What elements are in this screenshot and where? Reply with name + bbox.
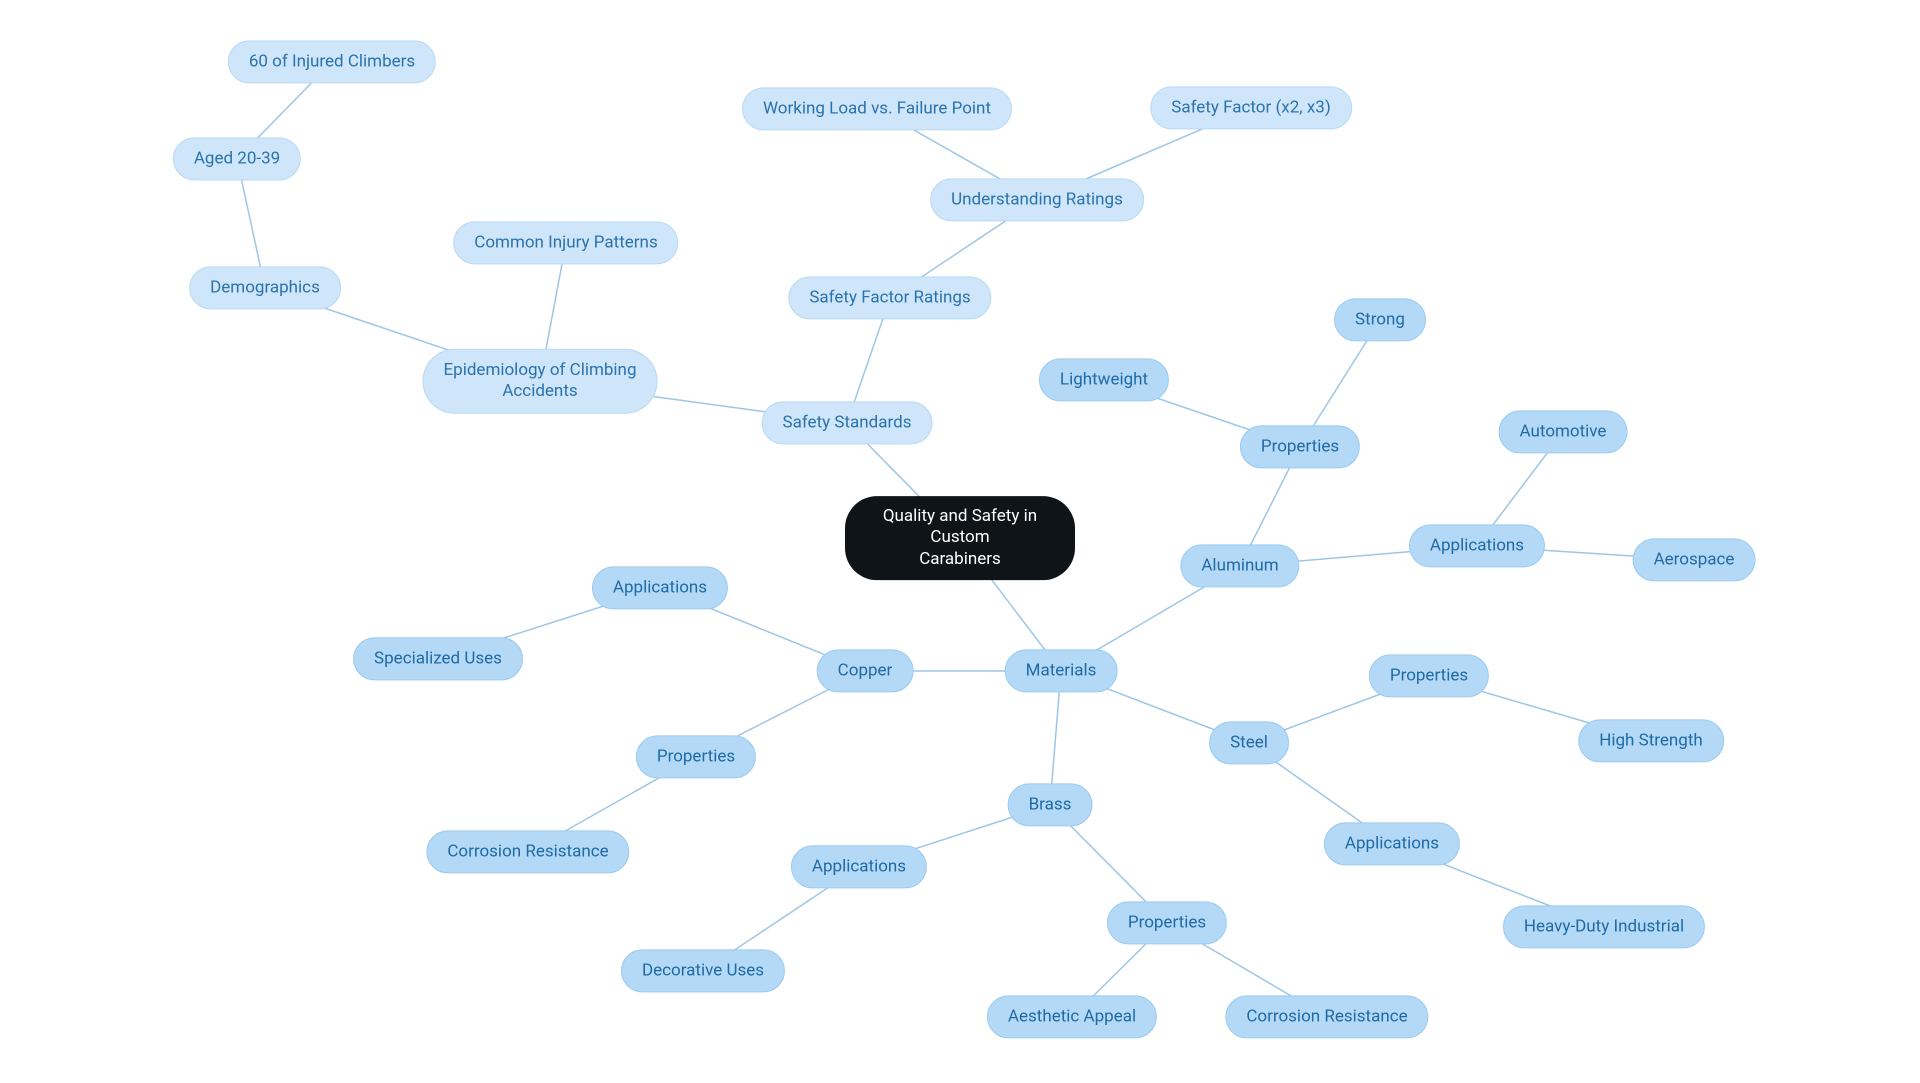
mindmap-node[interactable]: High Strength: [1578, 719, 1724, 762]
mindmap-node[interactable]: Materials: [1005, 649, 1118, 692]
mindmap-node[interactable]: Properties: [1107, 901, 1227, 944]
mindmap-node[interactable]: Aesthetic Appeal: [987, 995, 1157, 1038]
mindmap-node[interactable]: Lightweight: [1039, 358, 1169, 401]
mindmap-node[interactable]: Applications: [1324, 822, 1460, 865]
mindmap-node[interactable]: Aluminum: [1180, 544, 1299, 587]
mindmap-node[interactable]: Common Injury Patterns: [453, 221, 678, 264]
mindmap-node[interactable]: Heavy-Duty Industrial: [1503, 905, 1705, 948]
mindmap-node[interactable]: Aerospace: [1633, 538, 1756, 581]
mindmap-node[interactable]: Safety Factor Ratings: [788, 276, 991, 319]
mindmap-node[interactable]: Properties: [1369, 654, 1489, 697]
mindmap-canvas: Quality and Safety in Custom Carabiners S…: [0, 0, 1920, 1083]
mindmap-node[interactable]: Demographics: [189, 266, 341, 309]
mindmap-node[interactable]: Understanding Ratings: [930, 178, 1144, 221]
mindmap-node[interactable]: Applications: [1409, 524, 1545, 567]
mindmap-node[interactable]: Epidemiology of Climbing Accidents: [423, 349, 658, 414]
mindmap-node[interactable]: Working Load vs. Failure Point: [742, 87, 1012, 130]
mindmap-node[interactable]: 60 of Injured Climbers: [228, 40, 436, 83]
mindmap-node[interactable]: Copper: [817, 649, 914, 692]
mindmap-node[interactable]: Safety Factor (x2, x3): [1150, 86, 1352, 129]
mindmap-node[interactable]: Applications: [791, 845, 927, 888]
mindmap-node[interactable]: Corrosion Resistance: [426, 830, 629, 873]
mindmap-node[interactable]: Decorative Uses: [621, 949, 785, 992]
mindmap-node[interactable]: Strong: [1334, 298, 1426, 341]
mindmap-node[interactable]: Properties: [636, 735, 756, 778]
mindmap-node[interactable]: Specialized Uses: [353, 637, 523, 680]
mindmap-node[interactable]: Applications: [592, 566, 728, 609]
mindmap-node[interactable]: Properties: [1240, 425, 1360, 468]
mindmap-node[interactable]: Safety Standards: [762, 401, 933, 444]
mindmap-node[interactable]: Steel: [1209, 721, 1289, 764]
mindmap-node[interactable]: Brass: [1008, 783, 1093, 826]
mindmap-node[interactable]: Corrosion Resistance: [1225, 995, 1428, 1038]
mindmap-root-node[interactable]: Quality and Safety in Custom Carabiners: [845, 496, 1075, 580]
mindmap-node[interactable]: Aged 20-39: [173, 137, 301, 180]
mindmap-node[interactable]: Automotive: [1499, 410, 1628, 453]
